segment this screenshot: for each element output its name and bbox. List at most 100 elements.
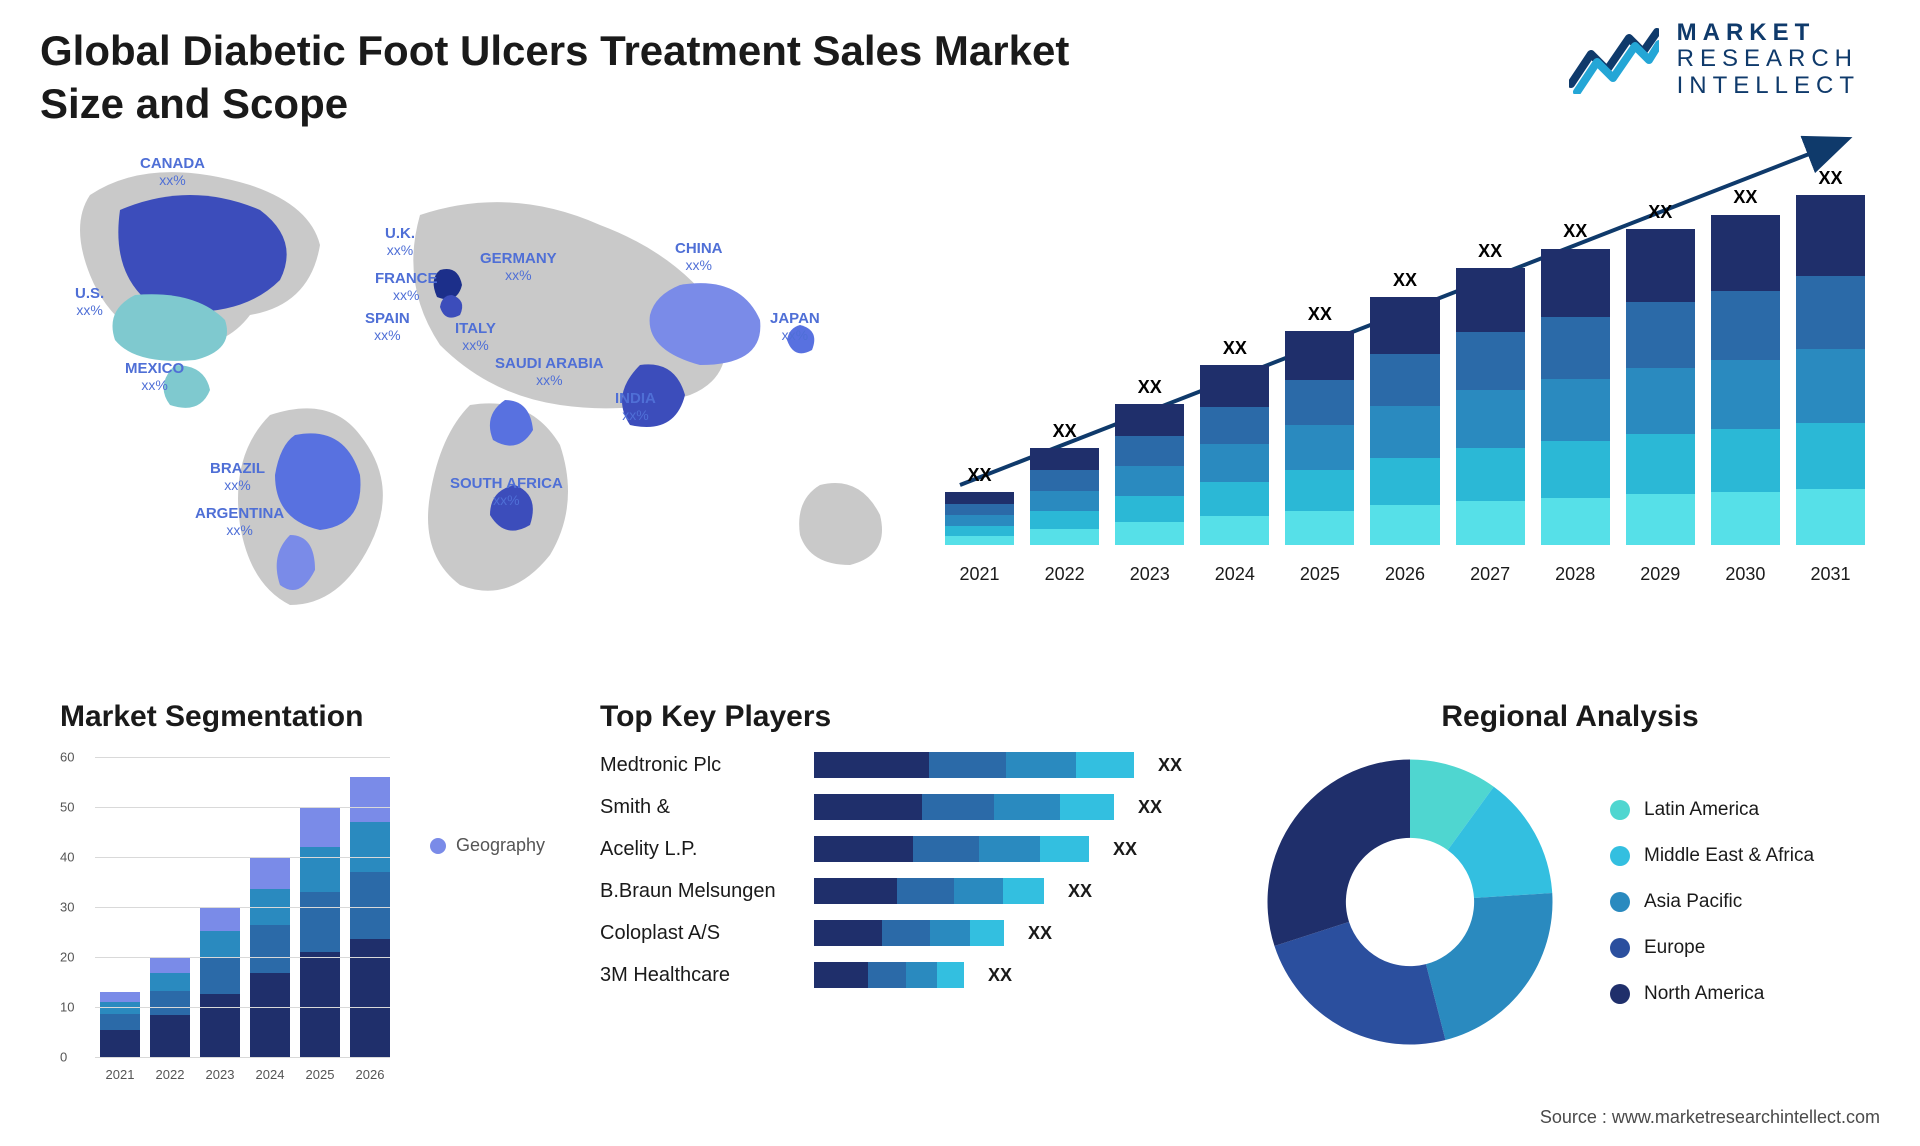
legend-label: Asia Pacific <box>1644 891 1742 913</box>
map-label-south-africa: SOUTH AFRICAxx% <box>450 475 563 510</box>
map-label-brazil: BRAZILxx% <box>210 460 265 495</box>
main-bar-2030: XX <box>1711 215 1780 546</box>
regional-legend: Latin AmericaMiddle East & AfricaAsia Pa… <box>1610 799 1814 1005</box>
legend-swatch <box>1610 892 1630 912</box>
seg-y-label: 40 <box>60 850 74 865</box>
seg-x-label: 2026 <box>350 1067 390 1082</box>
main-bar-value-label: XX <box>1200 338 1270 359</box>
page-title: Global Diabetic Foot Ulcers Treatment Sa… <box>40 25 1090 130</box>
seg-y-label: 20 <box>60 950 74 965</box>
main-bar-2023: XX <box>1115 404 1184 545</box>
seg-y-label: 30 <box>60 900 74 915</box>
player-name: Acelity L.P. <box>600 838 800 861</box>
player-row: Coloplast A/S XX <box>600 920 1210 946</box>
main-bar-value-label: XX <box>1625 202 1695 223</box>
player-bar <box>814 794 1114 820</box>
player-name: B.Braun Melsungen <box>600 880 800 903</box>
logo-mark-icon <box>1569 26 1659 94</box>
player-value: XX <box>1028 923 1052 944</box>
seg-bar-2021 <box>100 992 140 1057</box>
player-row: 3M HealthcareXX <box>600 962 1210 988</box>
main-x-label: 2028 <box>1541 564 1610 585</box>
main-bar-2021: XX <box>945 492 1014 545</box>
player-bar <box>814 836 1089 862</box>
player-row: Acelity L.P. XX <box>600 836 1210 862</box>
key-players-section: Top Key Players Medtronic Plc XX Smith & XX… <box>600 700 1210 988</box>
main-x-label: 2029 <box>1626 564 1695 585</box>
main-x-label: 2026 <box>1370 564 1439 585</box>
seg-bar-2023 <box>200 907 240 1057</box>
player-row: Smith & XX <box>600 794 1210 820</box>
player-name: Medtronic Plc <box>600 754 800 777</box>
map-label-italy: ITALYxx% <box>455 320 496 355</box>
donut-slice <box>1274 922 1445 1045</box>
main-bar-value-label: XX <box>1285 304 1355 325</box>
map-label-u-k-: U.K.xx% <box>385 225 415 260</box>
main-bar-2029: XX <box>1626 229 1695 545</box>
map-label-mexico: MEXICOxx% <box>125 360 184 395</box>
player-value: XX <box>1113 839 1137 860</box>
legend-label: Latin America <box>1644 799 1759 821</box>
player-bar <box>814 962 964 988</box>
seg-bar-2025 <box>300 807 340 1057</box>
main-bar-value-label: XX <box>1115 377 1185 398</box>
regional-title: Regional Analysis <box>1260 700 1880 734</box>
main-x-label: 2023 <box>1115 564 1184 585</box>
seg-y-label: 50 <box>60 800 74 815</box>
main-bar-2031: XX <box>1796 195 1865 545</box>
donut-slice <box>1426 893 1553 1040</box>
player-name: Coloplast A/S <box>600 922 800 945</box>
seg-x-label: 2022 <box>150 1067 190 1082</box>
main-bar-2025: XX <box>1285 331 1354 545</box>
seg-x-label: 2023 <box>200 1067 240 1082</box>
main-bar-chart: XXXXXXXXXXXXXXXXXXXXXX 20212022202320242… <box>945 155 1865 585</box>
seg-y-label: 60 <box>60 750 74 765</box>
main-bar-value-label: XX <box>1540 221 1610 242</box>
main-bar-2027: XX <box>1456 268 1525 545</box>
player-value: XX <box>988 965 1012 986</box>
seg-x-label: 2024 <box>250 1067 290 1082</box>
main-bar-value-label: XX <box>1455 241 1525 262</box>
seg-y-label: 0 <box>60 1050 67 1065</box>
key-players-title: Top Key Players <box>600 700 1210 734</box>
brand-logo: MARKET RESEARCH INTELLECT <box>1569 20 1860 99</box>
main-bar-2028: XX <box>1541 249 1610 545</box>
map-label-china: CHINAxx% <box>675 240 723 275</box>
world-map: CANADAxx%U.S.xx%MEXICOxx%BRAZILxx%ARGENT… <box>40 155 920 615</box>
legend-swatch <box>1610 984 1630 1004</box>
seg-x-label: 2021 <box>100 1067 140 1082</box>
region-legend-item: North America <box>1610 983 1814 1005</box>
main-x-label: 2031 <box>1796 564 1865 585</box>
player-name: Smith & <box>600 796 800 819</box>
map-label-india: INDIAxx% <box>615 390 656 425</box>
main-bar-2026: XX <box>1370 297 1439 545</box>
player-row: B.Braun MelsungenXX <box>600 878 1210 904</box>
source-text: Source : www.marketresearchintellect.com <box>1540 1107 1880 1128</box>
main-bar-value-label: XX <box>1795 168 1865 189</box>
legend-label: North America <box>1644 983 1764 1005</box>
region-legend-item: Europe <box>1610 937 1814 959</box>
seg-x-label: 2025 <box>300 1067 340 1082</box>
player-value: XX <box>1138 797 1162 818</box>
segmentation-section: Market Segmentation 2021 2022 2023 2024 2025… <box>60 700 580 1082</box>
main-x-label: 2027 <box>1456 564 1525 585</box>
main-bar-2022: XX <box>1030 448 1099 545</box>
map-label-france: FRANCExx% <box>375 270 438 305</box>
regional-section: Regional Analysis Latin AmericaMiddle Ea… <box>1260 700 1880 1052</box>
main-x-label: 2022 <box>1030 564 1099 585</box>
segmentation-title: Market Segmentation <box>60 700 580 734</box>
map-label-canada: CANADAxx% <box>140 155 205 190</box>
key-players-rows: Medtronic Plc XX Smith & XX Acelity L.P. XX B.… <box>600 752 1210 988</box>
map-label-u-s-: U.S.xx% <box>75 285 104 320</box>
regional-donut-chart <box>1260 752 1560 1052</box>
player-value: XX <box>1158 755 1182 776</box>
main-x-label: 2024 <box>1200 564 1269 585</box>
logo-text: MARKET RESEARCH INTELLECT <box>1677 20 1860 99</box>
donut-slice <box>1268 760 1411 947</box>
main-bar-value-label: XX <box>945 465 1015 486</box>
seg-y-label: 10 <box>60 1000 74 1015</box>
segmentation-legend: Geography <box>430 835 545 856</box>
main-bar-value-label: XX <box>1030 421 1100 442</box>
main-x-label: 2025 <box>1285 564 1354 585</box>
legend-swatch <box>1610 800 1630 820</box>
